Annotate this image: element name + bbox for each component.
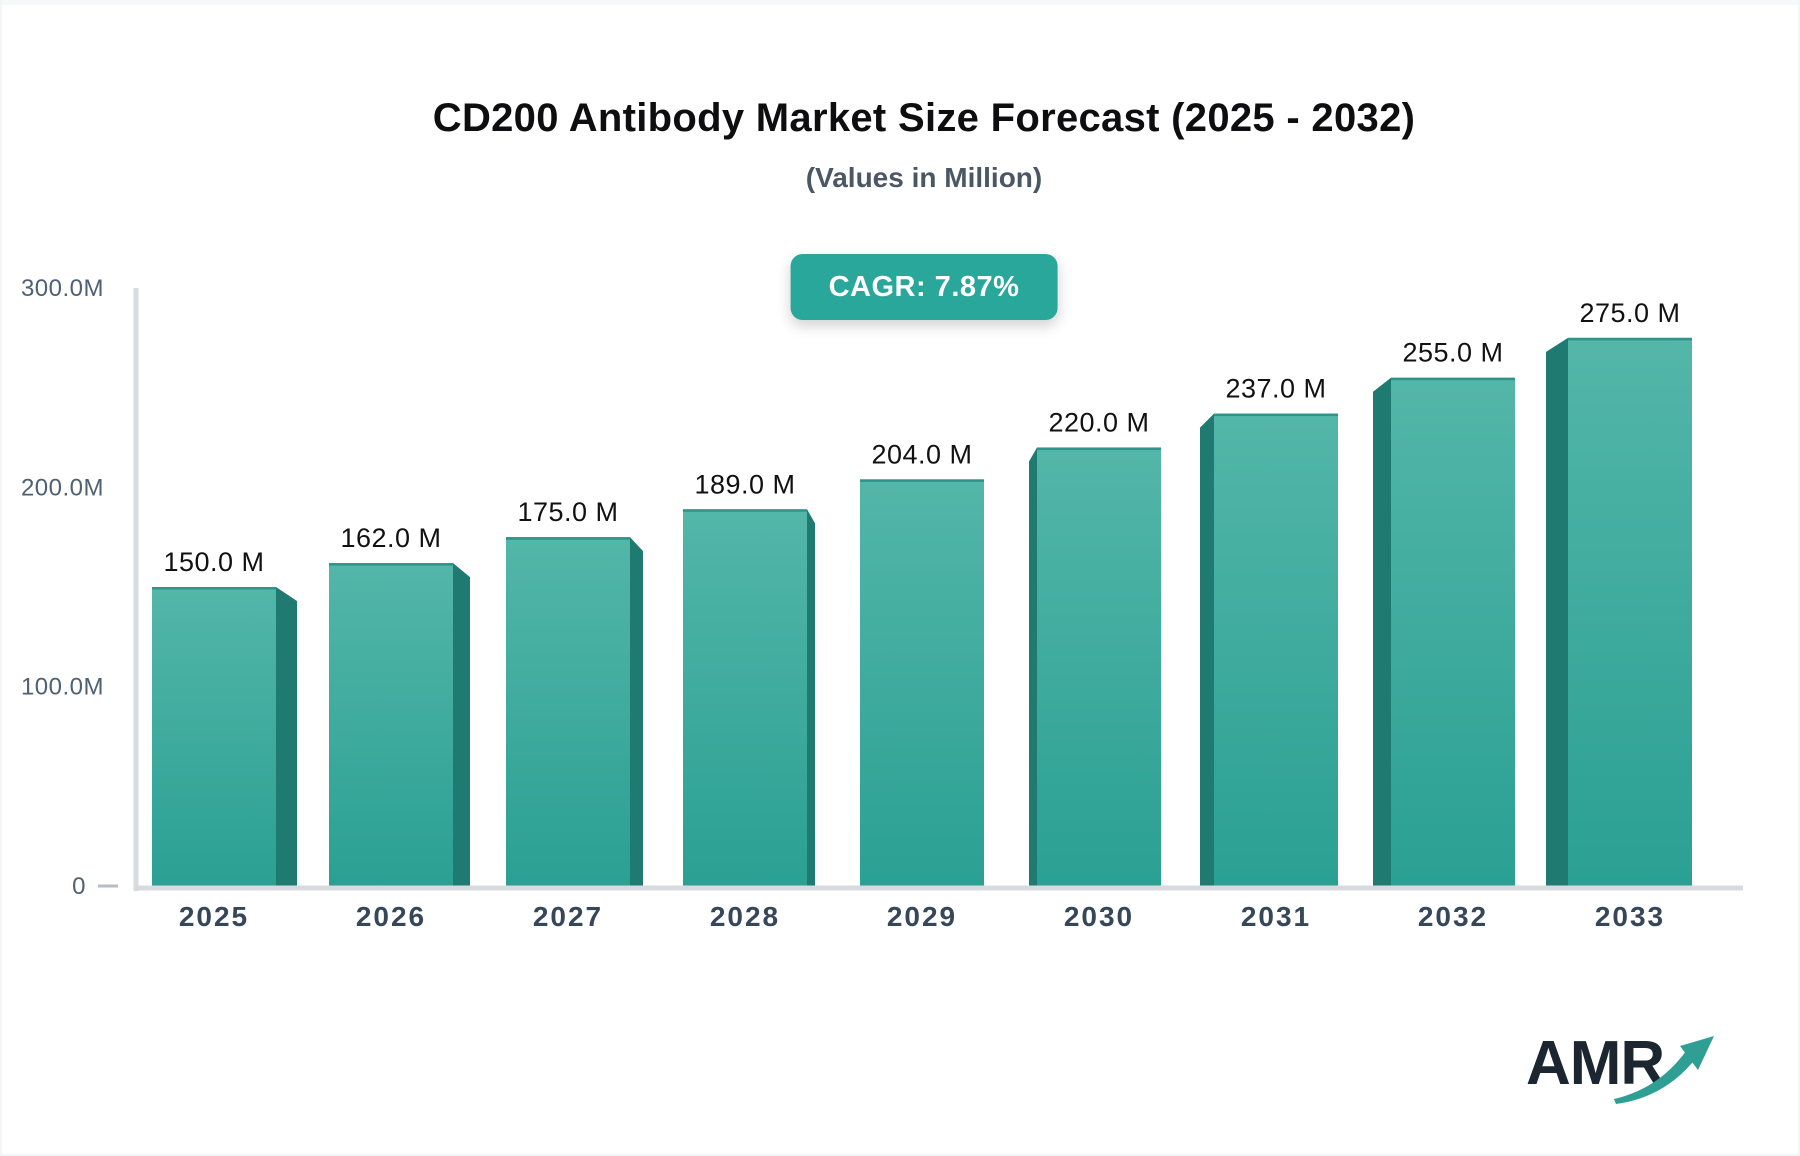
bar-top-edge (683, 509, 807, 512)
bar-2025[interactable]: 150.0 M (152, 547, 297, 886)
bar-side-face (276, 587, 297, 886)
x-tick-label: 2032 (1418, 901, 1488, 932)
bar-front-face (506, 537, 630, 886)
bar-front-face (1037, 447, 1161, 886)
growth-arrow-icon (1614, 1036, 1714, 1104)
bar-top-edge (329, 563, 453, 566)
bar-2031[interactable]: 237.0 M (1200, 374, 1338, 886)
bar-top-edge (860, 479, 984, 482)
y-tick-label: 0 (72, 873, 86, 900)
bar-value-label: 175.0 M (517, 497, 618, 527)
y-tick-label: 300.0M (21, 275, 104, 302)
bar-2027[interactable]: 175.0 M (506, 497, 643, 886)
x-tick-label: 2027 (533, 901, 603, 932)
bar-side-face (1373, 377, 1391, 886)
bar-top-edge (1214, 413, 1338, 417)
bar-front-face (1214, 413, 1338, 886)
bar-2028[interactable]: 189.0 M (683, 469, 815, 886)
bar-value-label: 275.0 M (1579, 298, 1680, 328)
bar-side-face (453, 563, 470, 886)
bar-value-label: 189.0 M (694, 469, 795, 499)
bar-2030[interactable]: 220.0 M (1029, 407, 1161, 886)
bar-front-face (152, 587, 276, 886)
bar-top-edge (1568, 337, 1692, 341)
bar-top-edge (506, 537, 630, 540)
x-tick-label: 2031 (1241, 901, 1311, 932)
y-tick-label: 200.0M (21, 474, 104, 501)
bar-value-label: 150.0 M (163, 547, 264, 577)
y-tick-label: 100.0M (21, 674, 104, 701)
page-title: CD200 Antibody Market Size Forecast (202… (432, 96, 1416, 140)
bar-2026[interactable]: 162.0 M (329, 523, 470, 886)
x-tick-label: 2033 (1595, 901, 1665, 932)
amr-logo-text: AMR (1526, 1029, 1665, 1098)
bar-value-label: 237.0 M (1225, 374, 1326, 404)
bar-2033[interactable]: 275.0 M (1546, 298, 1692, 886)
bar-2032[interactable]: 255.0 M (1373, 338, 1515, 886)
bar-side-face (807, 509, 815, 886)
bar-front-face (329, 563, 453, 886)
x-tick-label: 2028 (710, 901, 780, 932)
top-border-strip (2, 0, 1798, 5)
chart-subtitle: (Values in Million) (805, 162, 1043, 193)
bar-value-label: 204.0 M (871, 439, 972, 469)
bar-value-label: 162.0 M (340, 523, 441, 553)
bar-top-edge (1391, 377, 1515, 381)
amr-logo: AMR (1526, 1028, 1756, 1118)
bar-front-face (860, 479, 984, 886)
bar-top-edge (1037, 447, 1161, 450)
x-tick-label: 2030 (1064, 901, 1134, 932)
bar-side-face (630, 537, 643, 886)
cagr-badge: CAGR: 7.87% (790, 254, 1058, 320)
bar-side-face (1200, 413, 1214, 886)
cagr-badge-label: CAGR: 7.87% (828, 270, 1020, 303)
x-tick-label: 2029 (887, 901, 957, 932)
bar-value-label: 220.0 M (1048, 407, 1149, 437)
bar-side-face (1546, 337, 1568, 886)
bar-value-label: 255.0 M (1402, 338, 1503, 368)
bar-2029[interactable]: 204.0 M (860, 439, 984, 886)
x-tick-label: 2025 (179, 901, 249, 932)
bar-front-face (1568, 337, 1692, 886)
x-tick-label: 2026 (356, 901, 426, 932)
bar-front-face (1391, 377, 1515, 886)
bar-top-edge (152, 587, 276, 590)
bar-front-face (683, 509, 807, 886)
bar-side-face (1029, 447, 1037, 886)
